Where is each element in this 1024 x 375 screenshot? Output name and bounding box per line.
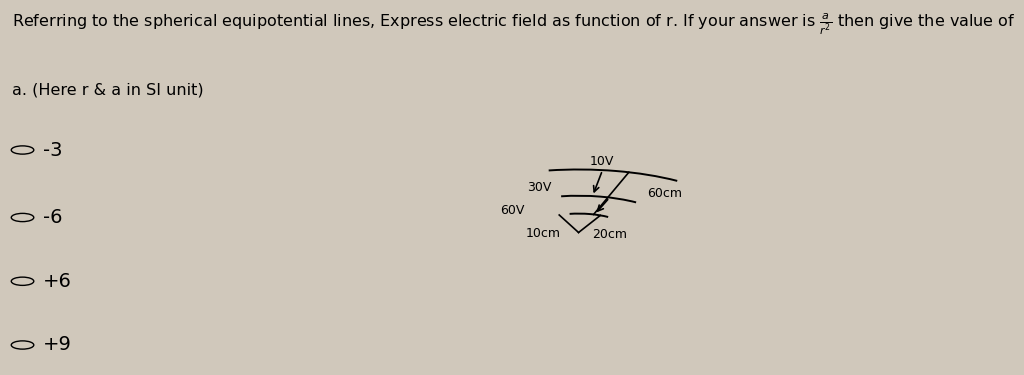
Text: 60cm: 60cm <box>647 187 682 200</box>
Text: 10V: 10V <box>590 154 614 168</box>
Text: 20cm: 20cm <box>593 228 628 241</box>
Text: 30V: 30V <box>527 181 551 194</box>
Text: -3: -3 <box>43 141 62 159</box>
Text: 60V: 60V <box>500 204 524 218</box>
Text: +6: +6 <box>43 272 72 291</box>
Text: +9: +9 <box>43 336 72 354</box>
Text: a. (Here r & a in SI unit): a. (Here r & a in SI unit) <box>12 82 204 98</box>
Text: Referring to the spherical equipotential lines, Express electric field as functi: Referring to the spherical equipotential… <box>12 11 1016 37</box>
Text: -6: -6 <box>43 208 62 227</box>
Text: 10cm: 10cm <box>525 228 561 240</box>
